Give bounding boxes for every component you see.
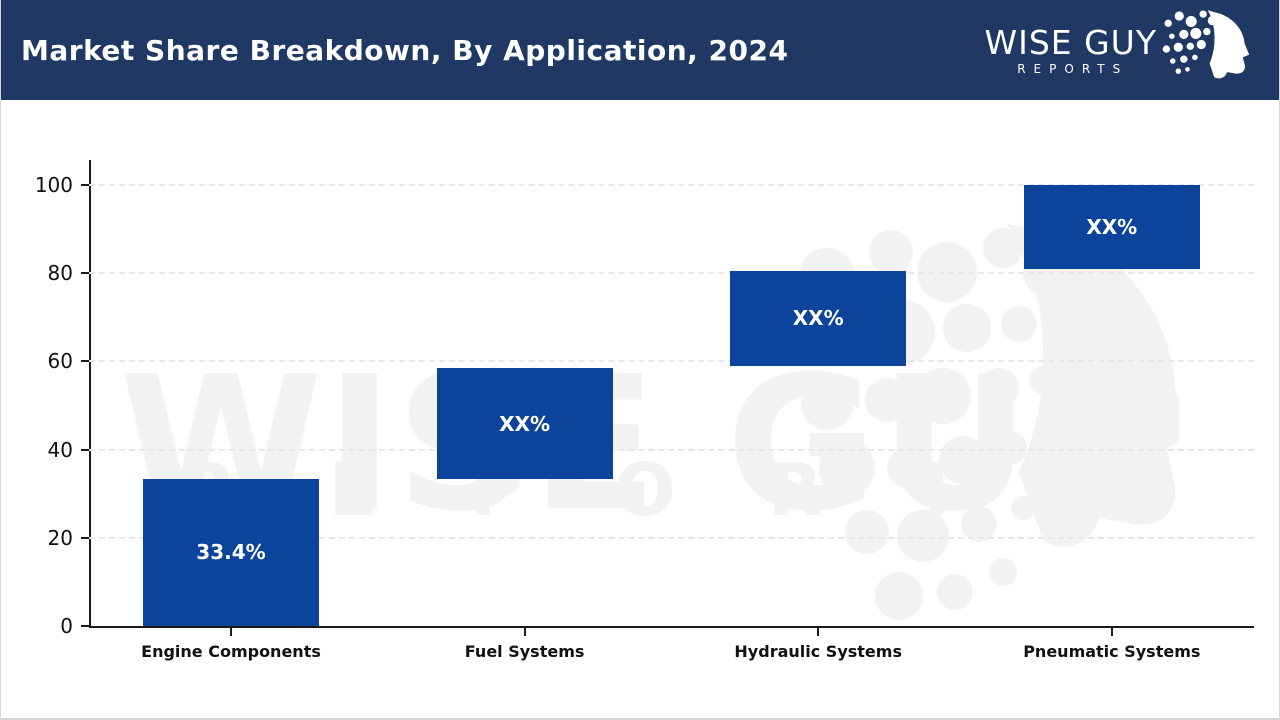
bar-3: XX% [1023,185,1200,269]
wiseguy-logo: WISE GUY REPORTS [984,8,1251,92]
chart-region: WISE GUY REPORTS [1,100,1279,718]
gridline-100 [89,184,1254,186]
bar-value-label: XX% [1086,214,1138,239]
y-tick-label-80: 80 [47,261,73,286]
gridline-80 [89,272,1254,275]
page-title: Market Share Breakdown, By Application, … [21,33,789,67]
y-tick-label-40: 40 [47,437,73,462]
x-axis-line [89,626,1254,628]
bar-1: XX% [436,368,613,479]
x-tick-2 [817,628,820,636]
logo-subtext: REPORTS [1017,61,1129,76]
y-tick-20 [81,536,89,539]
gridline-60 [89,360,1254,363]
bar-value-label: 33.4% [196,540,266,565]
y-tick-80 [81,272,89,275]
y-tick-label-100: 100 [34,173,73,197]
x-tick-1 [523,628,526,636]
x-tick-3 [1110,628,1113,636]
y-tick-0 [81,625,89,627]
y-tick-label-0: 0 [60,614,73,638]
category-label: Engine Components [141,642,321,661]
gridline-20 [89,536,1254,539]
y-tick-label-60: 60 [47,349,73,374]
header: Market Share Breakdown, By Application, … [1,0,1279,100]
x-tick-0 [230,628,232,636]
y-tick-40 [81,448,89,451]
y-tick-label-20: 20 [47,525,73,550]
bar-value-label: XX% [792,306,844,331]
plot-area: 0 20 40 60 80 100 33.4% Engine Components XX% Fue… [1,100,1279,718]
gridline-40 [89,448,1254,451]
logo-wordmark: WISE GUY [984,22,1157,62]
bar-value-label: XX% [499,411,551,436]
category-label: Fuel Systems [464,642,585,661]
category-label: Hydraulic Systems [734,642,902,661]
bar-2: XX% [730,270,907,366]
y-tick-60 [81,360,89,363]
category-label: Pneumatic Systems [1023,642,1201,661]
bar-0: 33.4% [143,478,319,626]
y-axis-line [89,160,91,628]
y-tick-100 [81,184,89,186]
logo-head-icon [1162,9,1250,79]
